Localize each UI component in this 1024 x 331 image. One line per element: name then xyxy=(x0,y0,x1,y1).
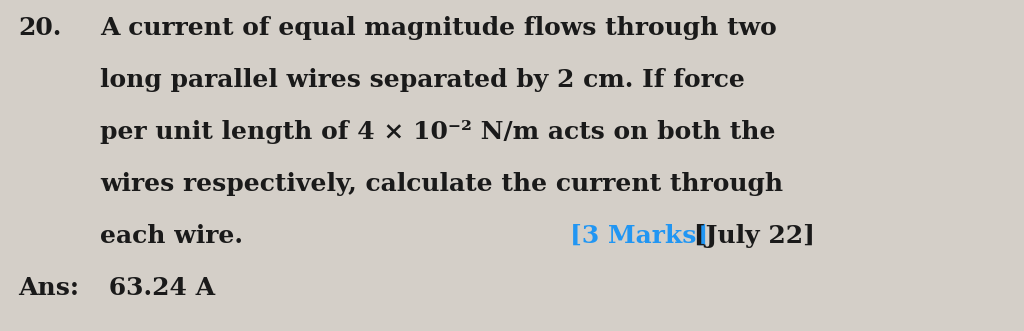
Text: per unit length of 4 × 10⁻² N/m acts on both the: per unit length of 4 × 10⁻² N/m acts on … xyxy=(100,120,775,144)
Text: long parallel wires separated by 2 cm. If force: long parallel wires separated by 2 cm. I… xyxy=(100,68,744,92)
Text: [3 Marks]: [3 Marks] xyxy=(570,224,709,248)
Text: wires respectively, calculate the current through: wires respectively, calculate the curren… xyxy=(100,172,783,196)
Text: Ans:: Ans: xyxy=(18,276,79,300)
Text: each wire.: each wire. xyxy=(100,224,243,248)
Text: A current of equal magnitude flows through two: A current of equal magnitude flows throu… xyxy=(100,16,777,40)
Text: 63.24 A: 63.24 A xyxy=(100,276,215,300)
Text: 20.: 20. xyxy=(18,16,61,40)
Text: [July 22]: [July 22] xyxy=(685,224,815,248)
